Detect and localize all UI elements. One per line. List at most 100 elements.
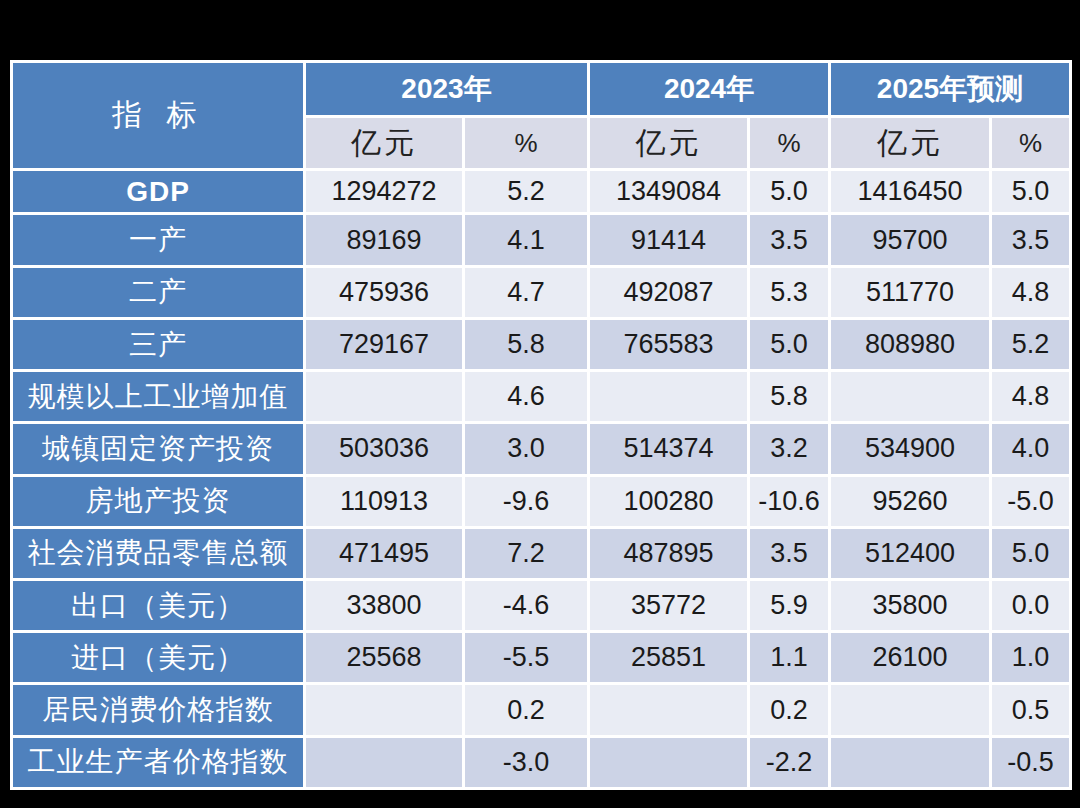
data-cell-2025-amount: 534900	[831, 424, 989, 473]
data-cell-2023-amount: 471495	[306, 529, 462, 578]
table-row: 一产 89169 4.1 91414 3.5 95700 3.5	[13, 215, 1069, 264]
table-row: 进口（美元） 25568 -5.5 25851 1.1 26100 1.0	[13, 633, 1069, 682]
data-cell-2023-percent: 0.2	[465, 685, 587, 734]
data-cell-2024-amount: 25851	[590, 633, 747, 682]
data-cell-2023-amount	[306, 685, 462, 734]
data-cell-2023-percent: 4.7	[465, 268, 587, 317]
slide-background: 指 标 2023年 2024年 2025年预测 亿元 % 亿元 % 亿元 % G…	[0, 0, 1080, 808]
data-cell-2025-amount	[831, 372, 989, 421]
data-cell-2024-amount: 514374	[590, 424, 747, 473]
percent-header-2023: %	[465, 118, 587, 168]
data-cell-2023-amount: 503036	[306, 424, 462, 473]
table-row: 三产 729167 5.8 765583 5.0 808980 5.2	[13, 320, 1069, 369]
data-cell-2025-percent: 3.5	[992, 215, 1069, 264]
unit-header-2024: 亿元	[590, 118, 747, 168]
data-cell-2024-amount: 765583	[590, 320, 747, 369]
data-cell-2024-percent: 5.8	[750, 372, 828, 421]
data-cell-2024-percent: -2.2	[750, 738, 828, 787]
data-cell-2024-percent: 0.2	[750, 685, 828, 734]
data-cell-2024-amount: 35772	[590, 581, 747, 630]
data-cell-2025-percent: 4.8	[992, 268, 1069, 317]
data-cell-2025-amount: 511770	[831, 268, 989, 317]
row-label: GDP	[13, 171, 303, 212]
year-header-2025-forecast: 2025年预测	[831, 63, 1069, 115]
data-cell-2025-percent: 0.0	[992, 581, 1069, 630]
data-cell-2024-percent: 3.2	[750, 424, 828, 473]
data-cell-2024-amount	[590, 738, 747, 787]
table-row: 二产 475936 4.7 492087 5.3 511770 4.8	[13, 268, 1069, 317]
year-header-2023: 2023年	[306, 63, 587, 115]
data-cell-2024-percent: 5.0	[750, 320, 828, 369]
data-cell-2023-percent: 3.0	[465, 424, 587, 473]
data-cell-2025-percent: 5.2	[992, 320, 1069, 369]
percent-header-2025: %	[992, 118, 1069, 168]
data-cell-2024-percent: -10.6	[750, 477, 828, 526]
row-label: 房地产投资	[13, 477, 303, 526]
data-cell-2023-percent: -3.0	[465, 738, 587, 787]
data-cell-2023-percent: 5.8	[465, 320, 587, 369]
data-cell-2023-percent: 4.6	[465, 372, 587, 421]
unit-header-2025: 亿元	[831, 118, 989, 168]
data-cell-2023-percent: 7.2	[465, 529, 587, 578]
table-row: 出口（美元） 33800 -4.6 35772 5.9 35800 0.0	[13, 581, 1069, 630]
data-cell-2024-amount: 100280	[590, 477, 747, 526]
data-cell-2025-amount	[831, 685, 989, 734]
data-cell-2025-percent: 5.0	[992, 529, 1069, 578]
table-row: GDP 1294272 5.2 1349084 5.0 1416450 5.0	[13, 171, 1069, 212]
data-cell-2025-percent: 1.0	[992, 633, 1069, 682]
data-cell-2025-amount: 95260	[831, 477, 989, 526]
percent-header-2024: %	[750, 118, 828, 168]
economic-indicators-table: 指 标 2023年 2024年 2025年预测 亿元 % 亿元 % 亿元 % G…	[10, 60, 1072, 790]
data-cell-2023-amount: 110913	[306, 477, 462, 526]
row-label: 居民消费价格指数	[13, 685, 303, 734]
data-cell-2024-amount: 487895	[590, 529, 747, 578]
data-cell-2023-amount: 89169	[306, 215, 462, 264]
data-cell-2025-amount	[831, 738, 989, 787]
data-cell-2024-amount: 492087	[590, 268, 747, 317]
indicator-table: 指 标 2023年 2024年 2025年预测 亿元 % 亿元 % 亿元 % G…	[10, 60, 1072, 790]
table-row: 工业生产者价格指数 -3.0 -2.2 -0.5	[13, 738, 1069, 787]
year-header-2024: 2024年	[590, 63, 828, 115]
data-cell-2024-percent: 5.3	[750, 268, 828, 317]
data-cell-2024-percent: 5.0	[750, 171, 828, 212]
data-cell-2025-amount: 1416450	[831, 171, 989, 212]
data-cell-2023-percent: 4.1	[465, 215, 587, 264]
row-label: 工业生产者价格指数	[13, 738, 303, 787]
row-label: 社会消费品零售总额	[13, 529, 303, 578]
data-cell-2024-percent: 3.5	[750, 215, 828, 264]
table-row: 房地产投资 110913 -9.6 100280 -10.6 95260 -5.…	[13, 477, 1069, 526]
data-cell-2025-percent: -5.0	[992, 477, 1069, 526]
data-cell-2024-percent: 1.1	[750, 633, 828, 682]
row-label: 进口（美元）	[13, 633, 303, 682]
data-cell-2023-percent: -4.6	[465, 581, 587, 630]
data-cell-2023-amount: 25568	[306, 633, 462, 682]
data-cell-2023-amount	[306, 738, 462, 787]
data-cell-2025-percent: -0.5	[992, 738, 1069, 787]
data-cell-2024-amount: 91414	[590, 215, 747, 264]
data-cell-2025-percent: 0.5	[992, 685, 1069, 734]
data-cell-2024-amount	[590, 372, 747, 421]
data-cell-2025-amount: 95700	[831, 215, 989, 264]
table-row: 社会消费品零售总额 471495 7.2 487895 3.5 512400 5…	[13, 529, 1069, 578]
data-cell-2024-percent: 3.5	[750, 529, 828, 578]
data-cell-2024-percent: 5.9	[750, 581, 828, 630]
row-label: 规模以上工业增加值	[13, 372, 303, 421]
data-cell-2023-percent: 5.2	[465, 171, 587, 212]
data-cell-2023-amount: 729167	[306, 320, 462, 369]
table-body: GDP 1294272 5.2 1349084 5.0 1416450 5.0 …	[13, 171, 1069, 787]
data-cell-2023-amount	[306, 372, 462, 421]
data-cell-2023-percent: -9.6	[465, 477, 587, 526]
row-label: 出口（美元）	[13, 581, 303, 630]
data-cell-2024-amount: 1349084	[590, 171, 747, 212]
indicator-column-header: 指 标	[13, 63, 303, 168]
data-cell-2025-amount: 512400	[831, 529, 989, 578]
data-cell-2023-percent: -5.5	[465, 633, 587, 682]
data-cell-2023-amount: 33800	[306, 581, 462, 630]
data-cell-2025-amount: 26100	[831, 633, 989, 682]
data-cell-2025-percent: 4.8	[992, 372, 1069, 421]
data-cell-2025-percent: 4.0	[992, 424, 1069, 473]
table-row: 规模以上工业增加值 4.6 5.8 4.8	[13, 372, 1069, 421]
table-row: 居民消费价格指数 0.2 0.2 0.5	[13, 685, 1069, 734]
row-label: 城镇固定资产投资	[13, 424, 303, 473]
data-cell-2023-amount: 475936	[306, 268, 462, 317]
